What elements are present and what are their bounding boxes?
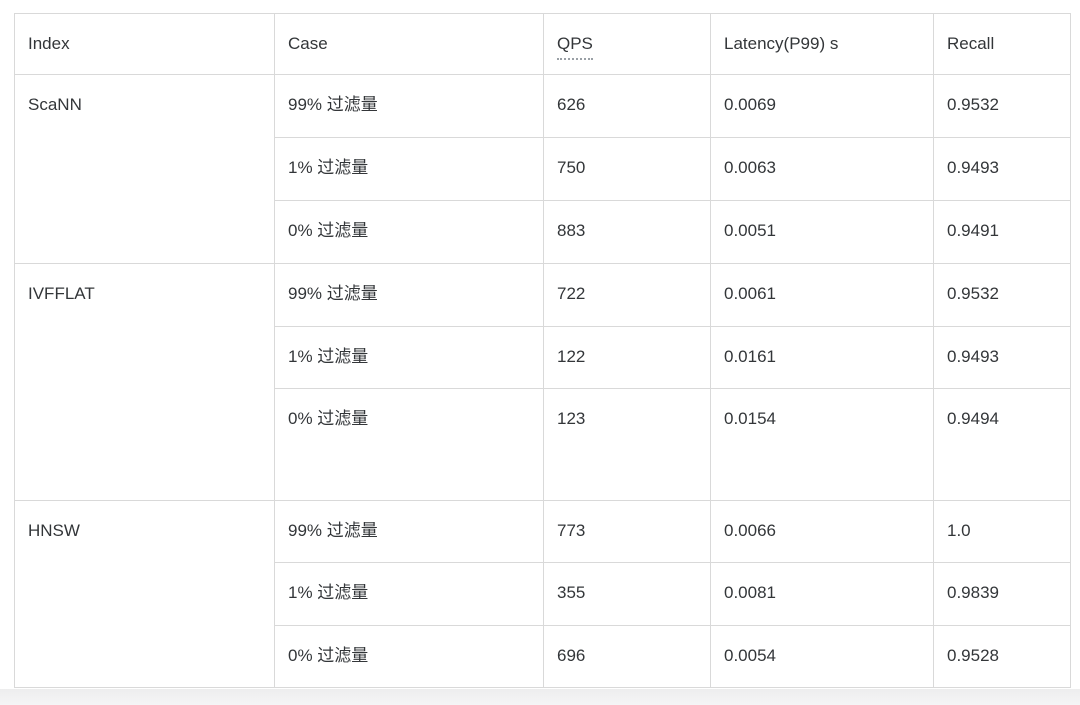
qps-cell: 722 xyxy=(543,263,711,327)
qps-cell: 626 xyxy=(543,74,711,138)
col-header-recall: Recall xyxy=(933,13,1071,75)
qps-cell: 122 xyxy=(543,326,711,389)
qps-cell: 773 xyxy=(543,500,711,563)
page-below-area xyxy=(0,689,1080,705)
recall-cell: 0.9532 xyxy=(933,74,1071,138)
latency-cell: 0.0081 xyxy=(710,562,934,626)
table-row: 1% 过滤量 122 0.0161 0.9493 xyxy=(15,326,1071,389)
latency-cell: 0.0063 xyxy=(710,137,934,201)
header-row: Index Case QPS Latency(P99) s Recall xyxy=(14,13,1071,75)
col-header-index: Index xyxy=(14,13,275,75)
recall-cell: 0.9491 xyxy=(933,200,1071,264)
col-header-case-label: Case xyxy=(288,34,328,53)
case-cell: 99% 过滤量 xyxy=(274,263,544,327)
latency-cell: 0.0154 xyxy=(710,388,934,501)
case-cell: 0% 过滤量 xyxy=(274,388,544,501)
table-row: 0% 过滤量 696 0.0054 0.9528 xyxy=(15,625,1071,688)
index-cell-scann: ScaNN xyxy=(14,74,275,264)
col-header-latency-label: Latency(P99) s xyxy=(724,34,839,53)
qps-cell: 123 xyxy=(543,388,711,501)
recall-cell: 0.9532 xyxy=(933,263,1071,327)
case-cell: 0% 过滤量 xyxy=(274,625,544,688)
latency-cell: 0.0069 xyxy=(710,74,934,138)
qps-cell: 883 xyxy=(543,200,711,264)
latency-cell: 0.0054 xyxy=(710,625,934,688)
qps-cell: 355 xyxy=(543,562,711,626)
index-cell-hnsw: HNSW xyxy=(14,500,275,688)
qps-cell: 696 xyxy=(543,625,711,688)
table-row: 1% 过滤量 750 0.0063 0.9493 xyxy=(15,137,1071,201)
recall-cell: 0.9839 xyxy=(933,562,1071,626)
latency-cell: 0.0066 xyxy=(710,500,934,563)
latency-cell: 0.0061 xyxy=(710,263,934,327)
col-header-qps: QPS xyxy=(543,13,711,75)
table-row: 1% 过滤量 355 0.0081 0.9839 xyxy=(15,562,1071,626)
recall-cell: 1.0 xyxy=(933,500,1071,563)
latency-cell: 0.0161 xyxy=(710,326,934,389)
table-row: 0% 过滤量 123 0.0154 0.9494 xyxy=(15,388,1071,501)
recall-cell: 0.9493 xyxy=(933,137,1071,201)
table-row: HNSW 99% 过滤量 773 0.0066 1.0 xyxy=(14,500,1071,688)
case-cell: 0% 过滤量 xyxy=(274,200,544,264)
col-header-recall-label: Recall xyxy=(947,34,995,53)
table-row: 0% 过滤量 883 0.0051 0.9491 xyxy=(15,200,1071,264)
case-cell: 1% 过滤量 xyxy=(274,137,544,201)
recall-cell: 0.9493 xyxy=(933,326,1071,389)
table-row: ScaNN 99% 过滤量 626 0.0069 0.9532 xyxy=(14,74,1071,264)
index-cell-ivfflat: IVFFLAT xyxy=(14,263,275,501)
latency-cell: 0.0051 xyxy=(710,200,934,264)
case-cell: 99% 过滤量 xyxy=(274,74,544,138)
case-cell: 1% 过滤量 xyxy=(274,326,544,389)
recall-cell: 0.9528 xyxy=(933,625,1071,688)
col-header-case: Case xyxy=(274,13,544,75)
col-header-index-label: Index xyxy=(28,34,70,53)
col-header-qps-label-spellcheck-underline: QPS xyxy=(557,32,593,60)
case-cell: 99% 过滤量 xyxy=(274,500,544,563)
table-row: IVFFLAT 99% 过滤量 722 0.0061 0.9532 xyxy=(14,263,1071,501)
col-header-latency: Latency(P99) s xyxy=(710,13,934,75)
benchmark-table: Index Case QPS Latency(P99) s Recall Sca… xyxy=(14,13,1071,688)
case-cell: 1% 过滤量 xyxy=(274,562,544,626)
recall-cell: 0.9494 xyxy=(933,388,1071,501)
qps-cell: 750 xyxy=(543,137,711,201)
